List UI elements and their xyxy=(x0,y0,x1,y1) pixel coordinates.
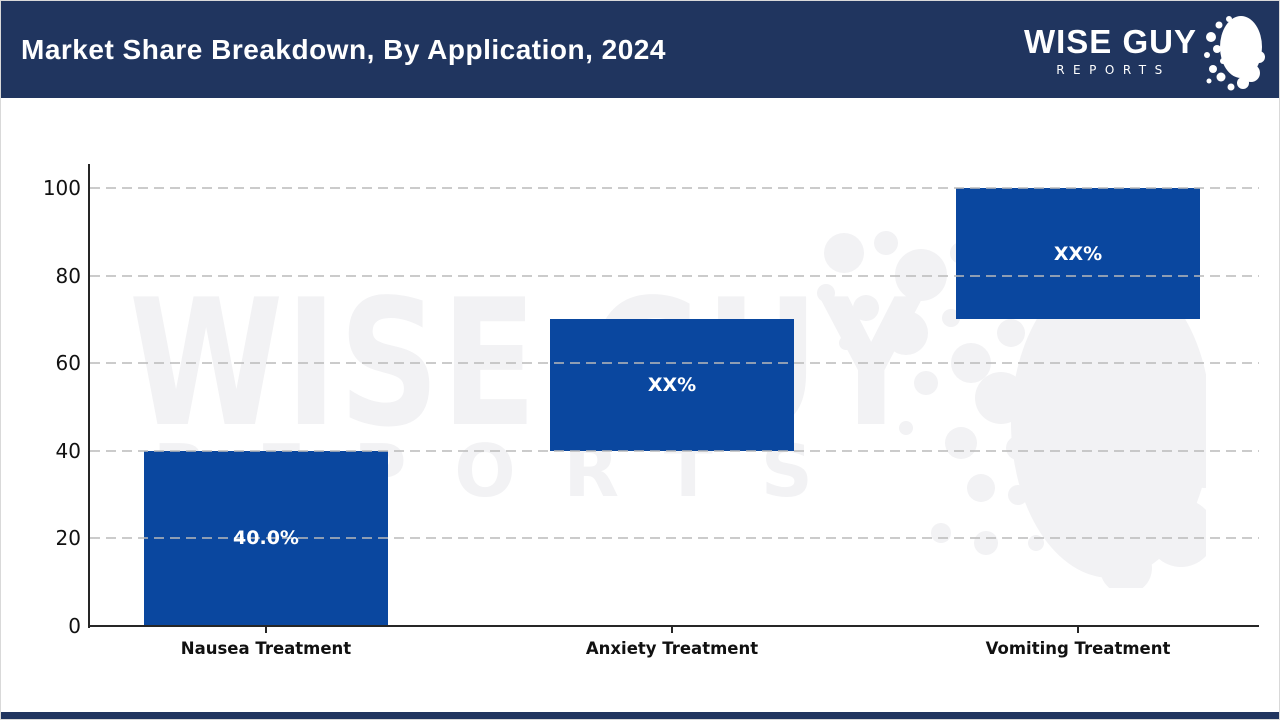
y-axis-spine xyxy=(88,164,90,628)
bar-vomiting-treatment xyxy=(956,188,1200,320)
gridline-60 xyxy=(90,362,1259,365)
gridline-20 xyxy=(90,537,1259,540)
gridline-80 xyxy=(90,274,1259,277)
y-axis-tick-20: 20 xyxy=(55,526,81,551)
gridline-100 xyxy=(90,187,1259,189)
brand-logo-text: WISE GUY REPORTS xyxy=(1024,23,1197,77)
bar-value-label: 40.0% xyxy=(233,527,299,550)
y-axis-tick-0: 0 xyxy=(68,614,81,638)
x-axis-spine xyxy=(88,625,1259,627)
y-axis-tick-100: 100 xyxy=(42,176,81,200)
logo-face-icon xyxy=(1204,16,1265,91)
brand-logo: WISE GUY REPORTS xyxy=(1015,7,1265,93)
x-axis-tick xyxy=(671,626,673,633)
page-title: Market Share Breakdown, By Application, … xyxy=(21,33,666,65)
x-axis-category-label: Nausea Treatment xyxy=(180,639,352,658)
y-axis-tick-80: 80 xyxy=(55,263,81,288)
logo-subtext: REPORTS xyxy=(1056,63,1171,77)
header: Market Share Breakdown, By Application, … xyxy=(1,1,1279,98)
x-axis-category-label: Anxiety Treatment xyxy=(585,639,759,658)
x-axis-category-label: Vomiting Treatment xyxy=(985,639,1171,658)
y-axis-tick-60: 60 xyxy=(55,351,81,376)
bar-value-label: XX% xyxy=(647,374,697,397)
gridline-40 xyxy=(90,449,1259,452)
y-axis-tick-40: 40 xyxy=(55,438,81,463)
footer-bar xyxy=(1,712,1279,719)
bar-value-label: XX% xyxy=(1053,242,1103,265)
x-axis-tick xyxy=(265,626,267,633)
logo-wordmark: WISE GUY xyxy=(1023,23,1197,60)
x-axis-tick xyxy=(1077,626,1079,633)
bar-anxiety-treatment xyxy=(550,319,794,451)
